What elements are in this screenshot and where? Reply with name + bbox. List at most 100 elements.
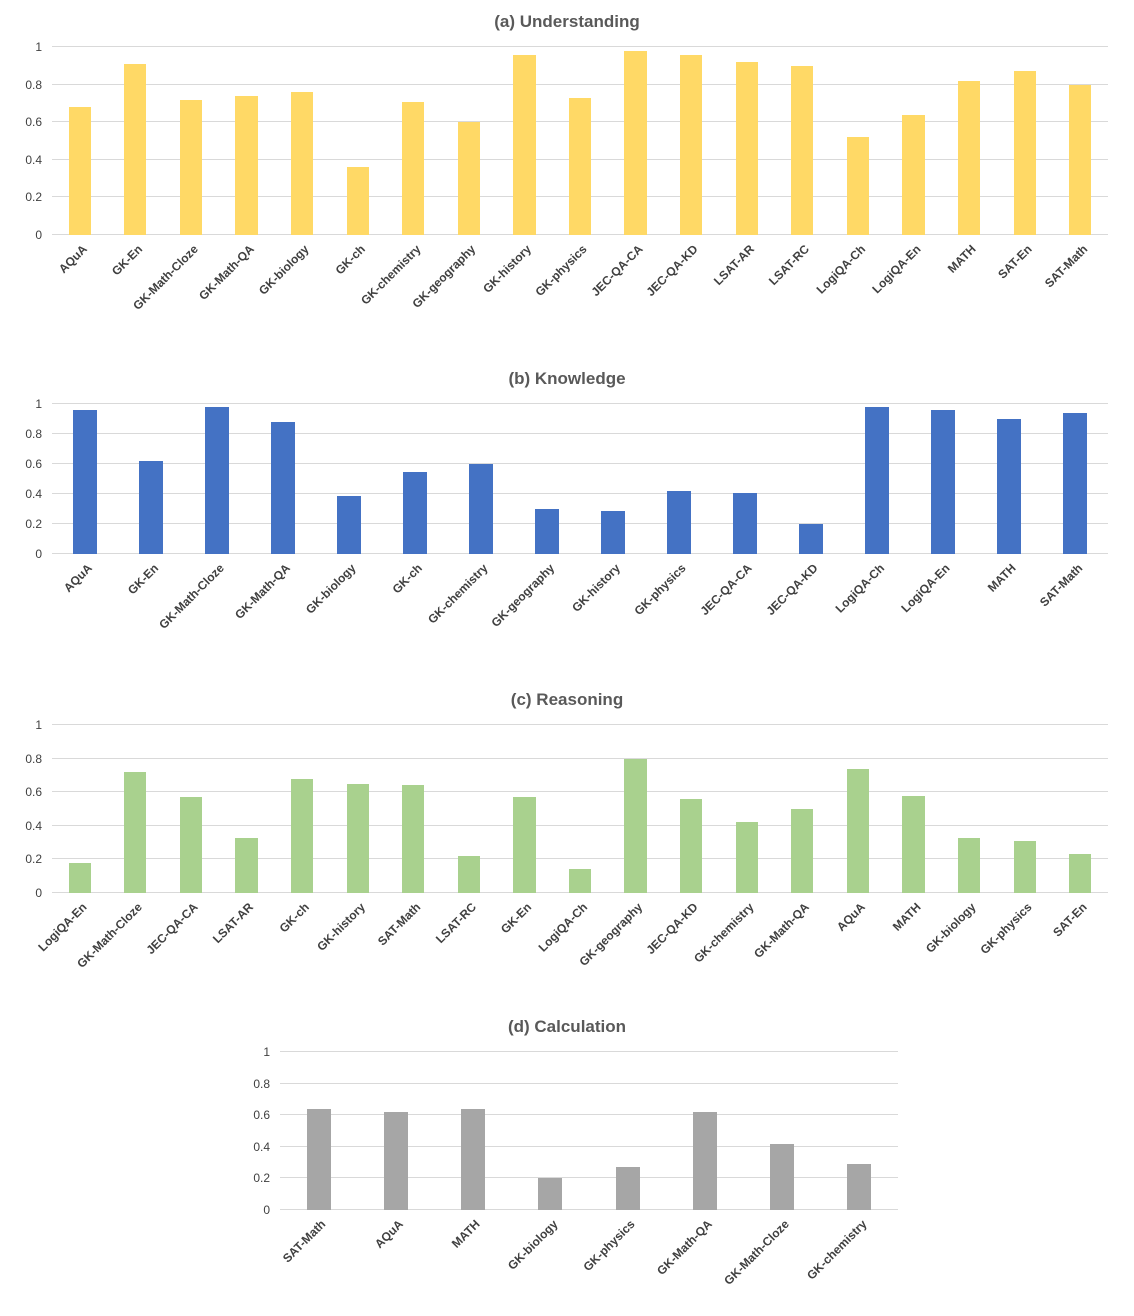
y-tick-label: 0.8 (253, 1076, 270, 1091)
bar-JEC-QA-CA (733, 492, 757, 554)
gridline (52, 46, 1108, 47)
bar-slot (512, 1052, 589, 1210)
bar-slot (719, 47, 775, 235)
bar-slot (976, 404, 1042, 554)
y-tick-label: 0.6 (253, 1108, 270, 1123)
bar-GK-ch (403, 471, 427, 554)
x-axis-label: JEC-QA-KD (644, 900, 702, 958)
bar-LSAT-AR (735, 62, 758, 235)
bar-LSAT-AR (235, 837, 258, 893)
chart-title: (a) Understanding (494, 12, 640, 31)
y-tick-label: 0.4 (253, 1139, 270, 1154)
x-axis-label: GK-En (108, 242, 146, 279)
bar-JEC-QA-KD (799, 524, 823, 554)
y-tick-label: 1 (35, 397, 42, 411)
bar-slot (274, 725, 330, 893)
gridlines (52, 403, 1108, 554)
x-axis-label: MATH (889, 900, 924, 934)
bar-slot (52, 47, 108, 235)
bar-slot (608, 725, 664, 893)
bar-slot (821, 1052, 898, 1210)
x-axis-label: MATH (449, 1217, 484, 1251)
x-axis-label: GK-Math-Cloze (156, 561, 227, 632)
bar-GK-ch (290, 778, 314, 893)
bar-slot (316, 404, 382, 554)
x-axis-label: LSAT-RC (766, 242, 813, 289)
bar-slot (580, 404, 646, 554)
chart-title: (c) Reasoning (510, 690, 624, 709)
y-tick-label: 0.4 (25, 818, 42, 833)
chart-title: (d) Calculation (507, 1017, 627, 1036)
bar-slot (663, 47, 719, 235)
bar-slot (330, 47, 386, 235)
plot-area (52, 403, 1108, 554)
x-axis-label: JEC-QA-CA (588, 242, 646, 300)
plot-area (52, 724, 1108, 893)
bar-slot (250, 404, 316, 554)
bar-slot (219, 47, 275, 235)
x-axis-label: JEC-QA-CA (143, 900, 201, 958)
x-axis-label: GK-biology (504, 1217, 561, 1273)
x-axis-label: GK-Math-QA (653, 1217, 715, 1278)
gridline (52, 493, 1108, 494)
bar-GK-biology (957, 837, 981, 893)
bar-AQuA (73, 410, 97, 554)
bar-slot (382, 404, 448, 554)
x-axis-label: GK-chemistry (425, 561, 491, 627)
bar-slot (941, 725, 997, 893)
x-axis-label: GK-ch (332, 242, 368, 278)
bar-JEC-QA-CA (624, 50, 647, 235)
bar-LSAT-RC (457, 856, 480, 893)
gridline (52, 523, 1108, 524)
bar-GK-chemistry (402, 101, 425, 235)
bar-slot (712, 404, 778, 554)
gridlines (280, 1051, 898, 1210)
bar-slot (941, 47, 997, 235)
bars (280, 1052, 898, 1210)
x-axis-label: AQuA (60, 561, 95, 595)
bar-slot (552, 47, 608, 235)
bar-slot (646, 404, 712, 554)
bar-slot (910, 404, 976, 554)
y-axis: 0 0.2 0.4 0.6 0.8 1 (8, 40, 52, 242)
bar-AQuA (383, 1112, 408, 1210)
gridline (52, 724, 1108, 725)
bar-LogiQA-En (931, 410, 955, 554)
chart-reasoning: (c) Reasoning 0 0.2 0.4 0.6 0.8 1 LogiQA-En GK… (0, 690, 1134, 1003)
y-tick-label: 1 (263, 1045, 270, 1059)
bar-slot (514, 404, 580, 554)
x-axis-label: AQuA (55, 242, 90, 276)
bar-slot (719, 725, 775, 893)
x-axis-label: LogiQA-Ch (813, 242, 868, 297)
gridline (280, 1051, 898, 1052)
plot-area (52, 46, 1108, 235)
chart-area: 0 0.2 0.4 0.6 0.8 1 LogiQA-En GK-Math-Cloze JEC… (8, 718, 1108, 1003)
bar-slot (886, 725, 942, 893)
x-axis: LogiQA-En GK-Math-Cloze JEC-QA-CA LSAT-AR GK… (35, 893, 1108, 1003)
bar-slot (184, 404, 250, 554)
x-axis-label: LogiQA-En (869, 242, 924, 297)
bars (52, 725, 1108, 893)
x-axis-label: GK-Math-QA (195, 242, 257, 303)
bar-LogiQA-En (902, 114, 925, 235)
bar-slot (118, 404, 184, 554)
gridline (280, 1082, 898, 1084)
x-axis-label: LogiQA-Ch (535, 900, 590, 955)
chart-title: (b) Knowledge (508, 369, 626, 388)
x-axis: SAT-Math AQuA MATH GK-biology GK-physics GK-M… (280, 1210, 898, 1302)
x-axis-label: MATH (985, 561, 1019, 595)
y-tick-label: 0 (35, 228, 42, 242)
bar-GK-physics (615, 1167, 640, 1210)
bar-slot (1052, 47, 1108, 235)
bar-slot (778, 404, 844, 554)
bars (52, 47, 1108, 235)
y-tick-label: 0 (35, 547, 42, 561)
x-axis-label: GK-ch (389, 561, 425, 597)
bar-GK-biology (290, 92, 314, 235)
bar-slot (219, 725, 275, 893)
x-axis-label: GK-physics (631, 561, 689, 619)
bar-SAT-En (1069, 854, 1092, 893)
bar-slot (52, 725, 108, 893)
x-axis-label: LSAT-AR (210, 900, 257, 947)
chart-calculation: (d) Calculation 0 0.2 0.4 0.6 0.8 1 SAT-Math A… (0, 1017, 1134, 1302)
